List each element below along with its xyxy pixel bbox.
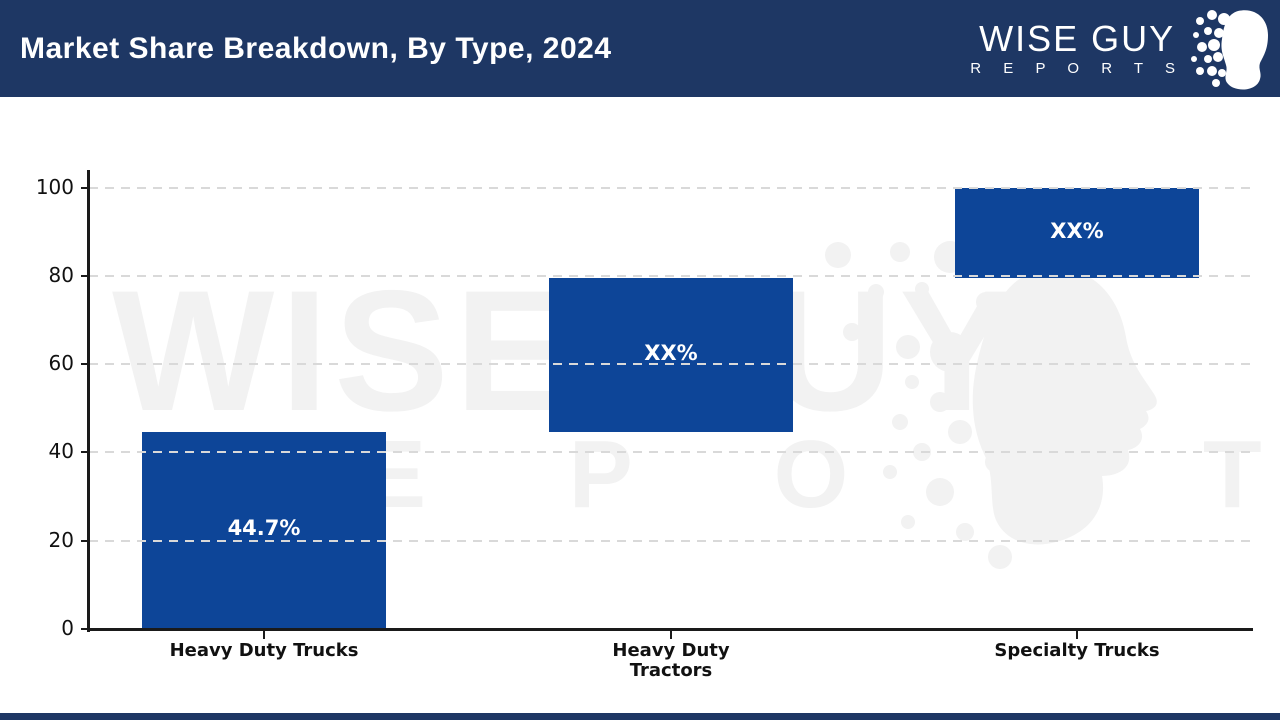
y-gridline	[89, 363, 1253, 366]
x-category-label: Specialty Trucks	[994, 640, 1160, 661]
y-gridline	[89, 186, 1253, 189]
x-axis-line	[87, 628, 1253, 631]
footer-bar	[0, 713, 1280, 720]
y-tick-label: 100	[35, 174, 74, 199]
y-gridline	[89, 274, 1253, 277]
y-tick-label: 20	[48, 527, 74, 552]
page-title: Market Share Breakdown, By Type, 2024	[20, 31, 612, 65]
y-tick-label: 80	[48, 262, 74, 287]
logo-face-icon	[1191, 9, 1268, 90]
header-bar: Market Share Breakdown, By Type, 2024 WI…	[0, 0, 1280, 97]
logo-line1: WISE GUY	[979, 18, 1176, 59]
bar-segment	[549, 277, 793, 432]
y-tick-label: 0	[61, 616, 74, 640]
y-gridline	[89, 451, 1253, 454]
y-tick-mark	[81, 451, 89, 454]
watermark-face-icon	[825, 222, 1157, 569]
x-category-label: Heavy Duty Tractors	[612, 640, 730, 681]
logo-text: WISE GUY R E P O R T S	[970, 18, 1184, 77]
bar-segment	[955, 187, 1199, 278]
y-gridline	[89, 539, 1253, 542]
y-tick-mark	[81, 186, 89, 189]
y-tick-mark	[81, 539, 89, 542]
x-tick-mark	[670, 631, 672, 639]
y-tick-mark	[81, 363, 89, 366]
y-axis-line	[87, 170, 90, 632]
y-tick-mark	[81, 274, 89, 277]
y-tick-mark	[81, 628, 89, 630]
bar-value-label: XX%	[644, 340, 698, 365]
x-tick-mark	[1076, 631, 1078, 639]
bar-value-label: XX%	[1050, 218, 1104, 243]
wiseguy-logo: WISE GUY R E P O R T S	[970, 5, 1272, 93]
logo-line2: R E P O R T S	[970, 60, 1184, 77]
y-tick-label: 40	[48, 439, 74, 464]
bar-segment	[142, 431, 386, 629]
x-tick-mark	[263, 631, 265, 639]
y-tick-label: 60	[48, 351, 74, 376]
x-category-label: Heavy Duty Trucks	[169, 640, 359, 661]
bar-value-label: 44.7%	[227, 516, 301, 541]
